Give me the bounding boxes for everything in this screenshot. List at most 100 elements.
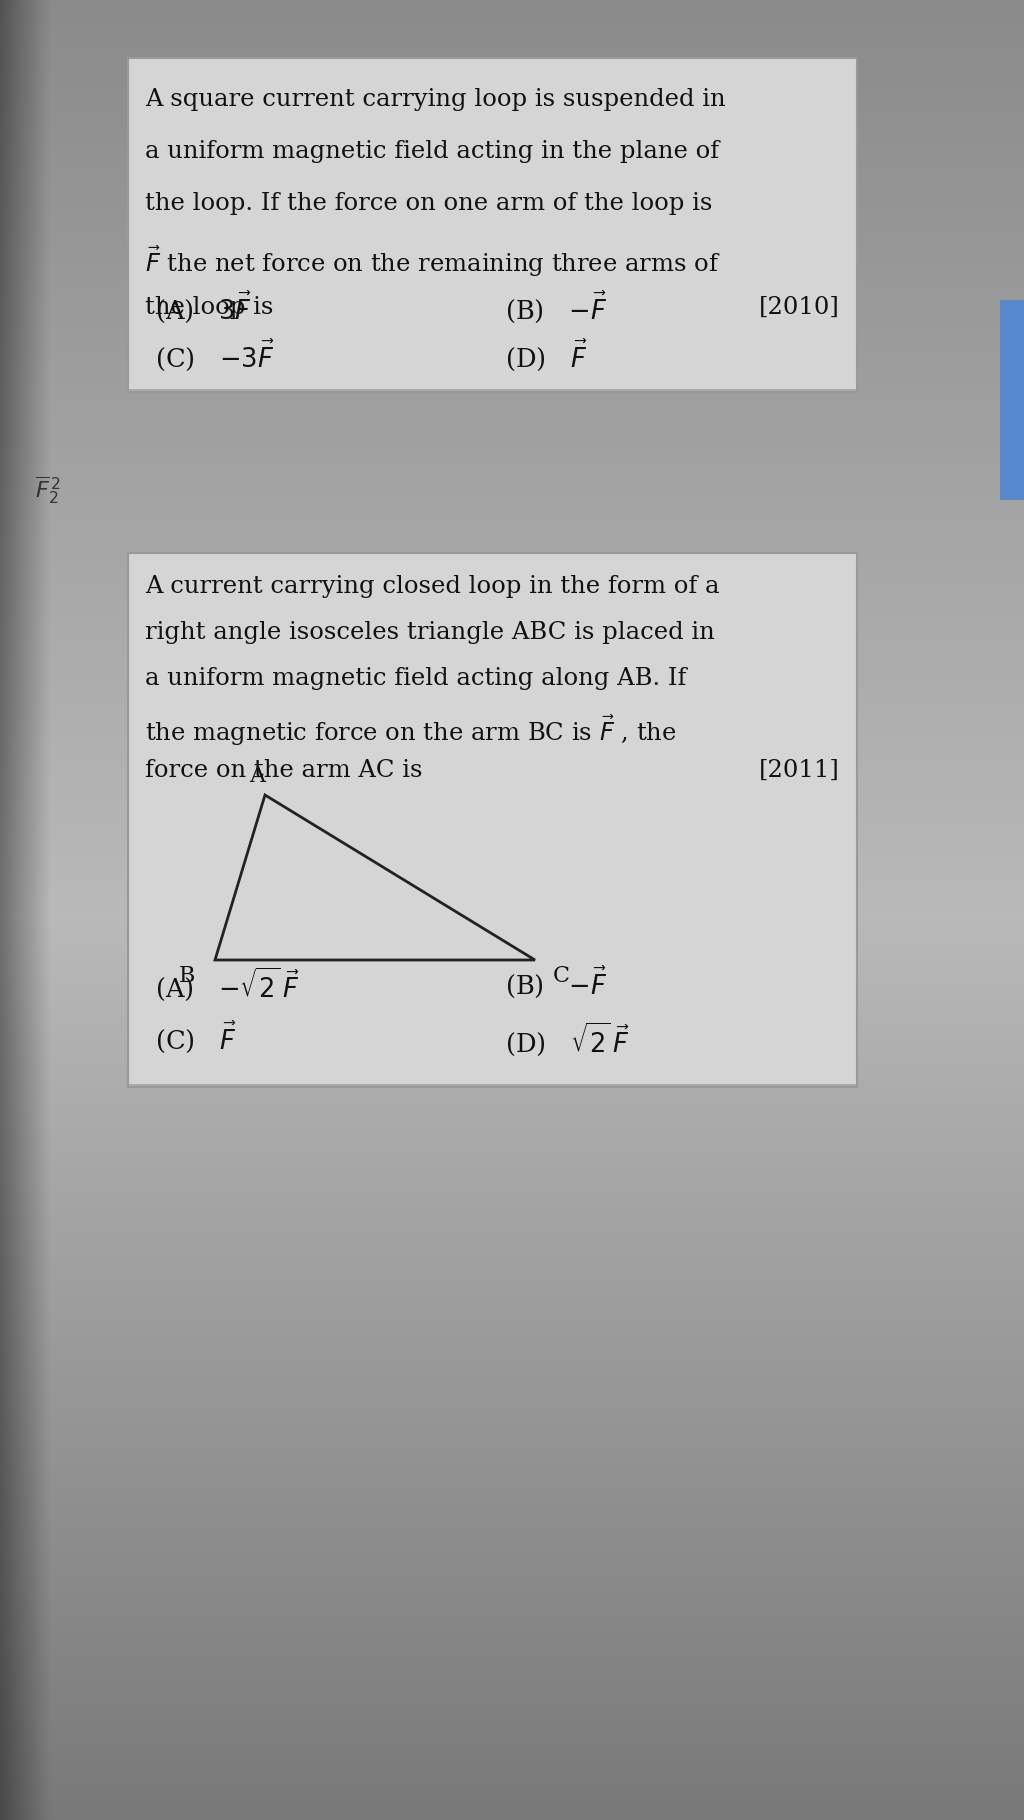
Bar <box>0 1784 1024 1793</box>
Bar <box>0 1729 1024 1738</box>
Bar <box>1000 300 1024 500</box>
Bar <box>0 1774 1024 1784</box>
Bar <box>0 473 1024 482</box>
Bar <box>0 9 1024 18</box>
Bar <box>0 91 1024 100</box>
Bar <box>0 601 1024 610</box>
Bar <box>0 1183 1024 1192</box>
Bar <box>0 127 1024 136</box>
Bar <box>0 1320 1024 1329</box>
Bar <box>0 136 1024 146</box>
Bar <box>0 428 1024 437</box>
Bar <box>0 819 1024 828</box>
Bar <box>0 373 1024 382</box>
Bar <box>0 719 1024 728</box>
Bar <box>0 910 1024 919</box>
Bar <box>0 1283 1024 1292</box>
Bar <box>0 1620 1024 1629</box>
Bar <box>0 983 1024 992</box>
Bar <box>0 1693 1024 1702</box>
Bar <box>0 309 1024 318</box>
Bar <box>0 155 1024 164</box>
Bar <box>0 228 1024 237</box>
Bar <box>0 728 1024 737</box>
Bar <box>0 273 1024 282</box>
Bar <box>0 1538 1024 1547</box>
Bar <box>0 209 1024 218</box>
Text: (A)   $3\vec{F}$: (A) $3\vec{F}$ <box>155 289 252 326</box>
Bar <box>0 346 1024 355</box>
Bar <box>0 774 1024 783</box>
Bar <box>0 582 1024 592</box>
Bar <box>0 1110 1024 1119</box>
Bar <box>0 1520 1024 1529</box>
Bar <box>0 501 1024 510</box>
Bar <box>0 173 1024 182</box>
Bar <box>0 1656 1024 1665</box>
Bar <box>0 1174 1024 1183</box>
Bar <box>0 482 1024 491</box>
Bar <box>0 400 1024 410</box>
Bar <box>0 464 1024 473</box>
Bar <box>0 655 1024 664</box>
Bar <box>0 1392 1024 1401</box>
Bar <box>0 764 1024 774</box>
Text: (C)   $-3\vec{F}$: (C) $-3\vec{F}$ <box>155 339 274 373</box>
Bar <box>0 1056 1024 1065</box>
Text: (B)   $-\vec{F}$: (B) $-\vec{F}$ <box>505 289 607 326</box>
Bar <box>0 55 1024 64</box>
Text: C: C <box>553 965 570 986</box>
Bar <box>0 792 1024 801</box>
Bar <box>0 1456 1024 1465</box>
Bar <box>0 1128 1024 1138</box>
Bar <box>0 1684 1024 1693</box>
Bar <box>0 1065 1024 1074</box>
Bar <box>0 1420 1024 1429</box>
Bar <box>0 1274 1024 1283</box>
Bar <box>0 1802 1024 1811</box>
Bar <box>0 1565 1024 1574</box>
Bar <box>0 637 1024 646</box>
Bar <box>0 846 1024 855</box>
Bar <box>0 1438 1024 1447</box>
Bar <box>0 1201 1024 1210</box>
Bar <box>0 619 1024 628</box>
Bar <box>0 692 1024 701</box>
Bar <box>0 1747 1024 1756</box>
Bar <box>0 1256 1024 1265</box>
Bar <box>0 519 1024 528</box>
Bar <box>0 318 1024 328</box>
Bar <box>0 1811 1024 1820</box>
Bar <box>0 1756 1024 1765</box>
Bar <box>0 1793 1024 1802</box>
Bar <box>0 564 1024 573</box>
Bar <box>0 937 1024 946</box>
Bar <box>0 555 1024 564</box>
Bar <box>0 1465 1024 1474</box>
Bar <box>0 1138 1024 1147</box>
Bar <box>0 673 1024 682</box>
Text: force on the arm AC is: force on the arm AC is <box>145 759 423 783</box>
Bar <box>0 1492 1024 1501</box>
Bar <box>0 1092 1024 1101</box>
Bar <box>0 1074 1024 1083</box>
Bar <box>0 974 1024 983</box>
Text: (B)   $-\vec{F}$: (B) $-\vec{F}$ <box>505 965 607 1001</box>
Bar <box>0 746 1024 755</box>
Bar <box>0 1119 1024 1128</box>
Bar <box>0 874 1024 883</box>
Bar <box>0 1647 1024 1656</box>
Bar <box>0 992 1024 1001</box>
Bar <box>0 491 1024 501</box>
Bar <box>0 1674 1024 1684</box>
Bar <box>0 1028 1024 1037</box>
Bar <box>0 1101 1024 1110</box>
Bar <box>0 109 1024 118</box>
Bar <box>0 1238 1024 1247</box>
Bar <box>0 437 1024 446</box>
FancyBboxPatch shape <box>128 553 857 1087</box>
Bar <box>0 118 1024 127</box>
Bar <box>0 956 1024 965</box>
Bar <box>0 1711 1024 1720</box>
Bar <box>0 1347 1024 1356</box>
